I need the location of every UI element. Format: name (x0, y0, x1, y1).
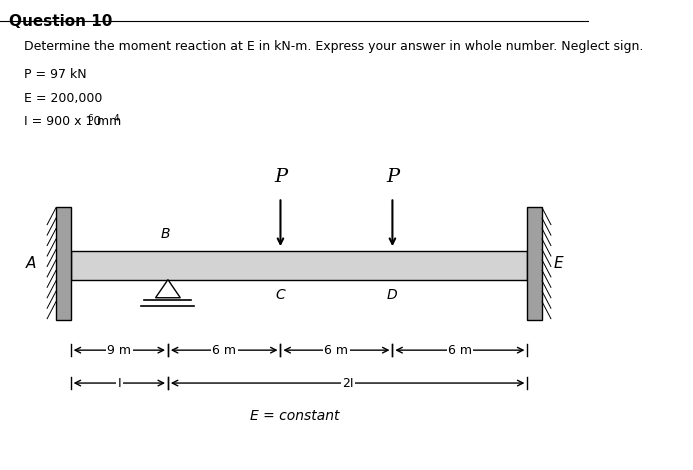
Bar (527, 207, 542, 320)
Text: Determine the moment reaction at E in kN-m. Express your answer in whole number.: Determine the moment reaction at E in kN… (24, 40, 643, 53)
Polygon shape (155, 280, 180, 298)
Text: 9 m: 9 m (107, 344, 131, 357)
Text: 4: 4 (114, 114, 119, 123)
Text: D: D (387, 288, 398, 302)
Text: 2I: 2I (342, 376, 353, 390)
Text: 6 m: 6 m (212, 344, 236, 357)
Text: E = 200,000: E = 200,000 (24, 92, 102, 105)
Text: I: I (118, 376, 121, 390)
Text: P: P (386, 168, 399, 186)
Text: P = 97 kN: P = 97 kN (24, 68, 86, 81)
Text: Question 10: Question 10 (9, 14, 112, 29)
Text: 6 m: 6 m (324, 344, 349, 357)
Text: E = constant: E = constant (250, 409, 340, 423)
Bar (71, 251, 527, 280)
Text: I = 900 x 10: I = 900 x 10 (24, 115, 101, 128)
Bar (56, 207, 71, 320)
Text: B: B (161, 227, 170, 241)
Text: 6 m: 6 m (448, 344, 472, 357)
Text: 6: 6 (87, 114, 93, 123)
Text: E: E (554, 256, 563, 271)
Text: P: P (274, 168, 287, 186)
Text: C: C (276, 288, 286, 302)
Text: mm: mm (92, 115, 121, 128)
Text: A: A (26, 256, 37, 271)
